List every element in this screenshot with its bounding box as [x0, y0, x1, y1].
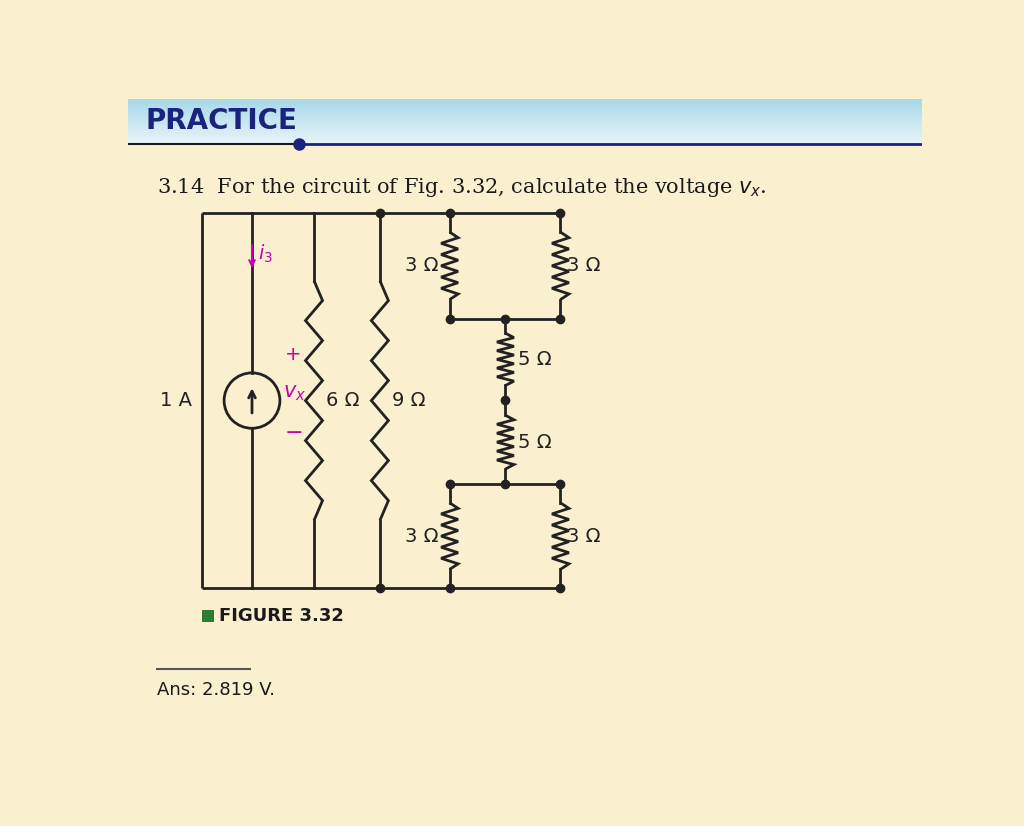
Text: 3 Ω: 3 Ω	[406, 256, 438, 275]
Bar	[128, 126, 922, 127]
Bar	[128, 103, 922, 105]
Bar	[128, 125, 922, 126]
Bar	[128, 107, 922, 108]
Text: PRACTICE: PRACTICE	[145, 107, 297, 135]
Text: $v_x$: $v_x$	[283, 383, 306, 403]
Bar	[128, 141, 922, 143]
Bar	[128, 114, 922, 115]
Bar	[128, 105, 922, 106]
Text: 5 Ω: 5 Ω	[518, 433, 552, 452]
Text: FIGURE 3.32: FIGURE 3.32	[219, 607, 344, 624]
Text: 3.14  For the circuit of Fig. 3.32, calculate the voltage $v_x$.: 3.14 For the circuit of Fig. 3.32, calcu…	[158, 176, 767, 199]
Bar	[128, 122, 922, 124]
Bar	[128, 129, 922, 131]
Bar	[128, 111, 922, 112]
Bar	[128, 115, 922, 116]
Text: 6 Ω: 6 Ω	[327, 391, 359, 410]
Bar	[128, 112, 922, 114]
Bar	[128, 127, 922, 128]
Bar	[128, 133, 922, 134]
Bar	[128, 117, 922, 118]
Bar	[202, 610, 214, 622]
Text: −: −	[285, 423, 303, 443]
Bar	[128, 99, 922, 100]
Bar	[128, 128, 922, 129]
Bar	[128, 106, 922, 107]
Bar	[128, 121, 922, 122]
Text: 1 A: 1 A	[161, 391, 193, 410]
Bar	[128, 138, 922, 140]
Bar	[128, 136, 922, 137]
Text: 9 Ω: 9 Ω	[392, 391, 426, 410]
Bar	[128, 124, 922, 125]
Bar	[128, 109, 922, 111]
Text: $i_3$: $i_3$	[258, 242, 273, 264]
Bar	[128, 119, 922, 121]
Bar	[128, 100, 922, 102]
Text: Ans: 2.819 V.: Ans: 2.819 V.	[158, 681, 275, 700]
Text: 3 Ω: 3 Ω	[566, 527, 600, 546]
Bar	[128, 131, 922, 133]
Bar	[128, 135, 922, 136]
Bar	[128, 143, 922, 144]
Bar	[128, 134, 922, 135]
Bar	[128, 137, 922, 138]
Text: 3 Ω: 3 Ω	[406, 527, 438, 546]
Bar	[128, 102, 922, 103]
Bar	[128, 108, 922, 109]
Bar	[128, 140, 922, 141]
Text: 5 Ω: 5 Ω	[518, 350, 552, 369]
Bar	[128, 116, 922, 117]
Text: 3 Ω: 3 Ω	[566, 256, 600, 275]
Text: +: +	[285, 345, 301, 364]
Bar	[128, 118, 922, 119]
